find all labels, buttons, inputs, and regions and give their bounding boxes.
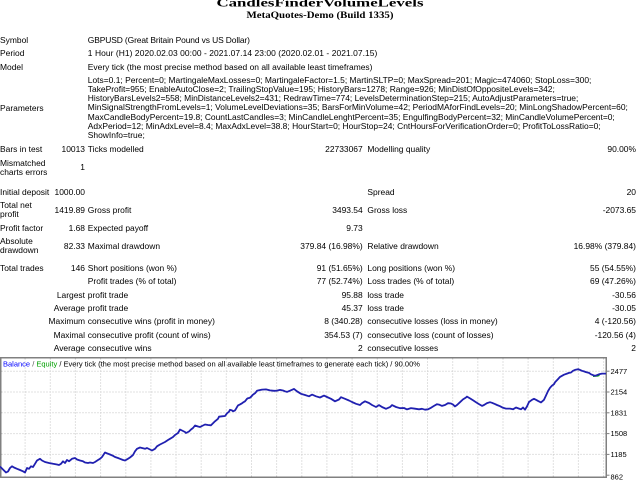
svg-text:1508: 1508 <box>611 429 628 438</box>
svg-text:1831: 1831 <box>611 408 628 417</box>
svg-text:862: 862 <box>611 472 624 480</box>
svg-text:Balance / Equity / Every tick: Balance / Equity / Every tick (the most … <box>3 360 420 369</box>
svg-text:1185: 1185 <box>611 450 627 459</box>
svg-text:2154: 2154 <box>611 388 628 397</box>
svg-text:2477: 2477 <box>611 367 628 376</box>
